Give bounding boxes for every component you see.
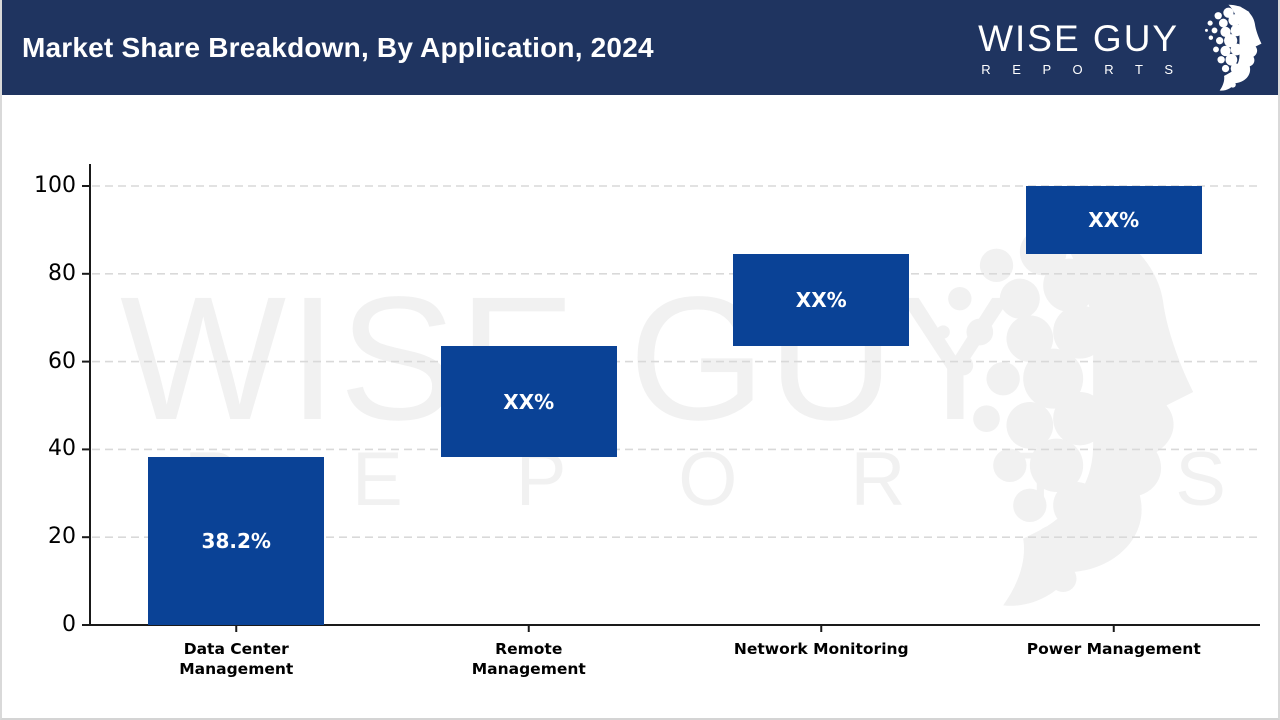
y-tick-label: 80	[48, 260, 76, 286]
x-tick-label: Power Management	[994, 639, 1234, 659]
bar-segment-4: XX%	[1025, 186, 1202, 254]
bar-value-label: 38.2%	[201, 529, 271, 554]
page-title: Market Share Breakdown, By Application, …	[22, 31, 654, 63]
brand-subname: R E P O R T S	[981, 61, 1182, 77]
bar-value-label: XX%	[795, 287, 847, 312]
x-category-label: Power Management	[1026, 640, 1201, 658]
header-band: Market Share Breakdown, By Application, …	[2, 0, 1278, 95]
brand-logo: WISE GUY R E P O R T S	[975, 4, 1268, 92]
x-tick-label: Data Center Management	[116, 639, 356, 680]
bar-segment-1: 38.2%	[148, 457, 325, 625]
bar-segment-2: XX%	[440, 346, 617, 458]
bar-segment-3: XX%	[733, 253, 910, 347]
bar-value-label: XX%	[503, 389, 555, 414]
x-tick-label: Network Monitoring	[701, 639, 941, 659]
x-category-label: Data Center Management	[179, 640, 294, 679]
brand-logo-text: WISE GUY R E P O R T S	[975, 20, 1182, 76]
y-tick-label: 60	[48, 348, 76, 374]
y-tick-label: 100	[34, 173, 76, 198]
x-category-label: Remote Management	[471, 640, 586, 679]
x-category-label: Network Monitoring	[733, 640, 909, 658]
face-profile-icon	[1186, 4, 1268, 92]
bar-value-label: XX%	[1088, 207, 1140, 232]
y-tick-label: 20	[48, 524, 76, 550]
y-tick-label: 0	[62, 612, 76, 637]
y-tick-label: 40	[48, 436, 76, 462]
brand-name: WISE GUY	[978, 17, 1180, 59]
x-tick-label: Remote Management	[409, 639, 649, 680]
